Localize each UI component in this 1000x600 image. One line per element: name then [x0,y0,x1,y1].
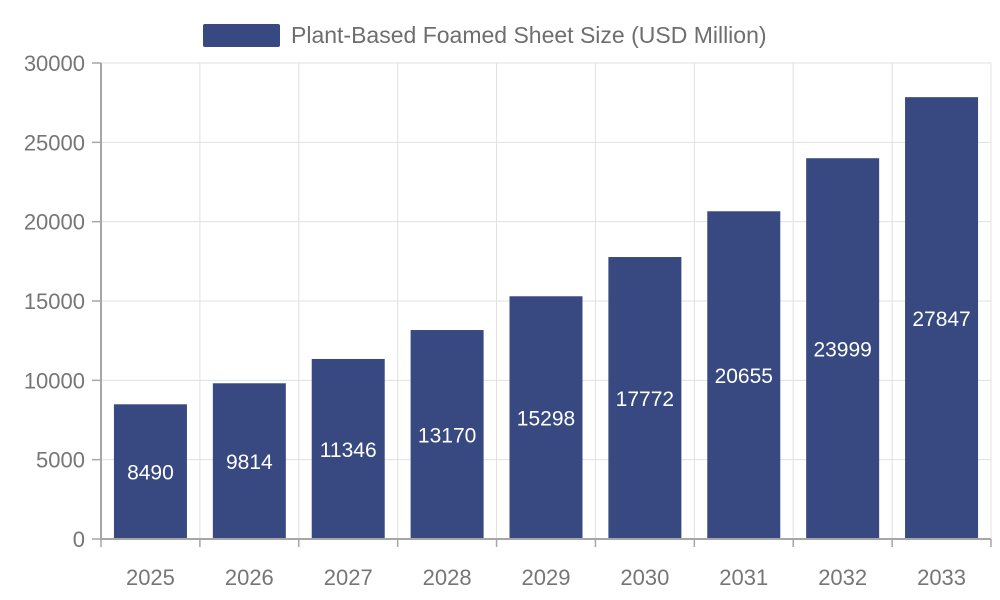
legend-swatch [203,24,280,47]
bar-value-label: 23999 [813,339,871,362]
x-axis-label: 2030 [620,565,669,590]
bar-value-label: 17772 [616,388,674,411]
legend[interactable]: Plant-Based Foamed Sheet Size (USD Milli… [203,22,767,49]
x-axis-label: 2031 [719,565,768,590]
y-axis-label: 20000 [24,210,85,235]
bar [707,211,781,540]
y-axis-label: 0 [73,527,85,552]
y-axis-label: 30000 [24,51,85,76]
bar [113,404,187,539]
x-axis-label: 2027 [324,565,373,590]
bar-value-label: 11346 [320,439,377,462]
bar [212,383,286,539]
x-axis-label: 2026 [225,565,274,590]
x-axis-label: 2033 [917,565,966,590]
x-axis-label: 2028 [423,565,472,590]
bar-value-label: 9814 [226,451,273,474]
bar-value-label: 15298 [517,408,575,431]
x-axis-label: 2029 [522,565,571,590]
x-axis-label: 2032 [818,565,867,590]
bar [806,158,880,539]
bar [608,257,682,539]
bar [311,358,385,539]
legend-label: Plant-Based Foamed Sheet Size (USD Milli… [291,22,767,48]
bar-value-label: 20655 [715,365,773,388]
y-axis-label: 25000 [24,130,85,155]
bar-value-label: 13170 [418,425,476,448]
y-axis-label: 5000 [36,448,85,473]
bar [905,97,979,539]
bar-value-label: 27847 [912,308,970,331]
bar [410,330,484,539]
bar [509,296,583,539]
y-axis-label: 10000 [24,368,85,393]
bar-value-label: 8490 [127,462,174,485]
x-axis-label: 2025 [126,565,175,590]
y-axis-label: 15000 [24,289,85,314]
